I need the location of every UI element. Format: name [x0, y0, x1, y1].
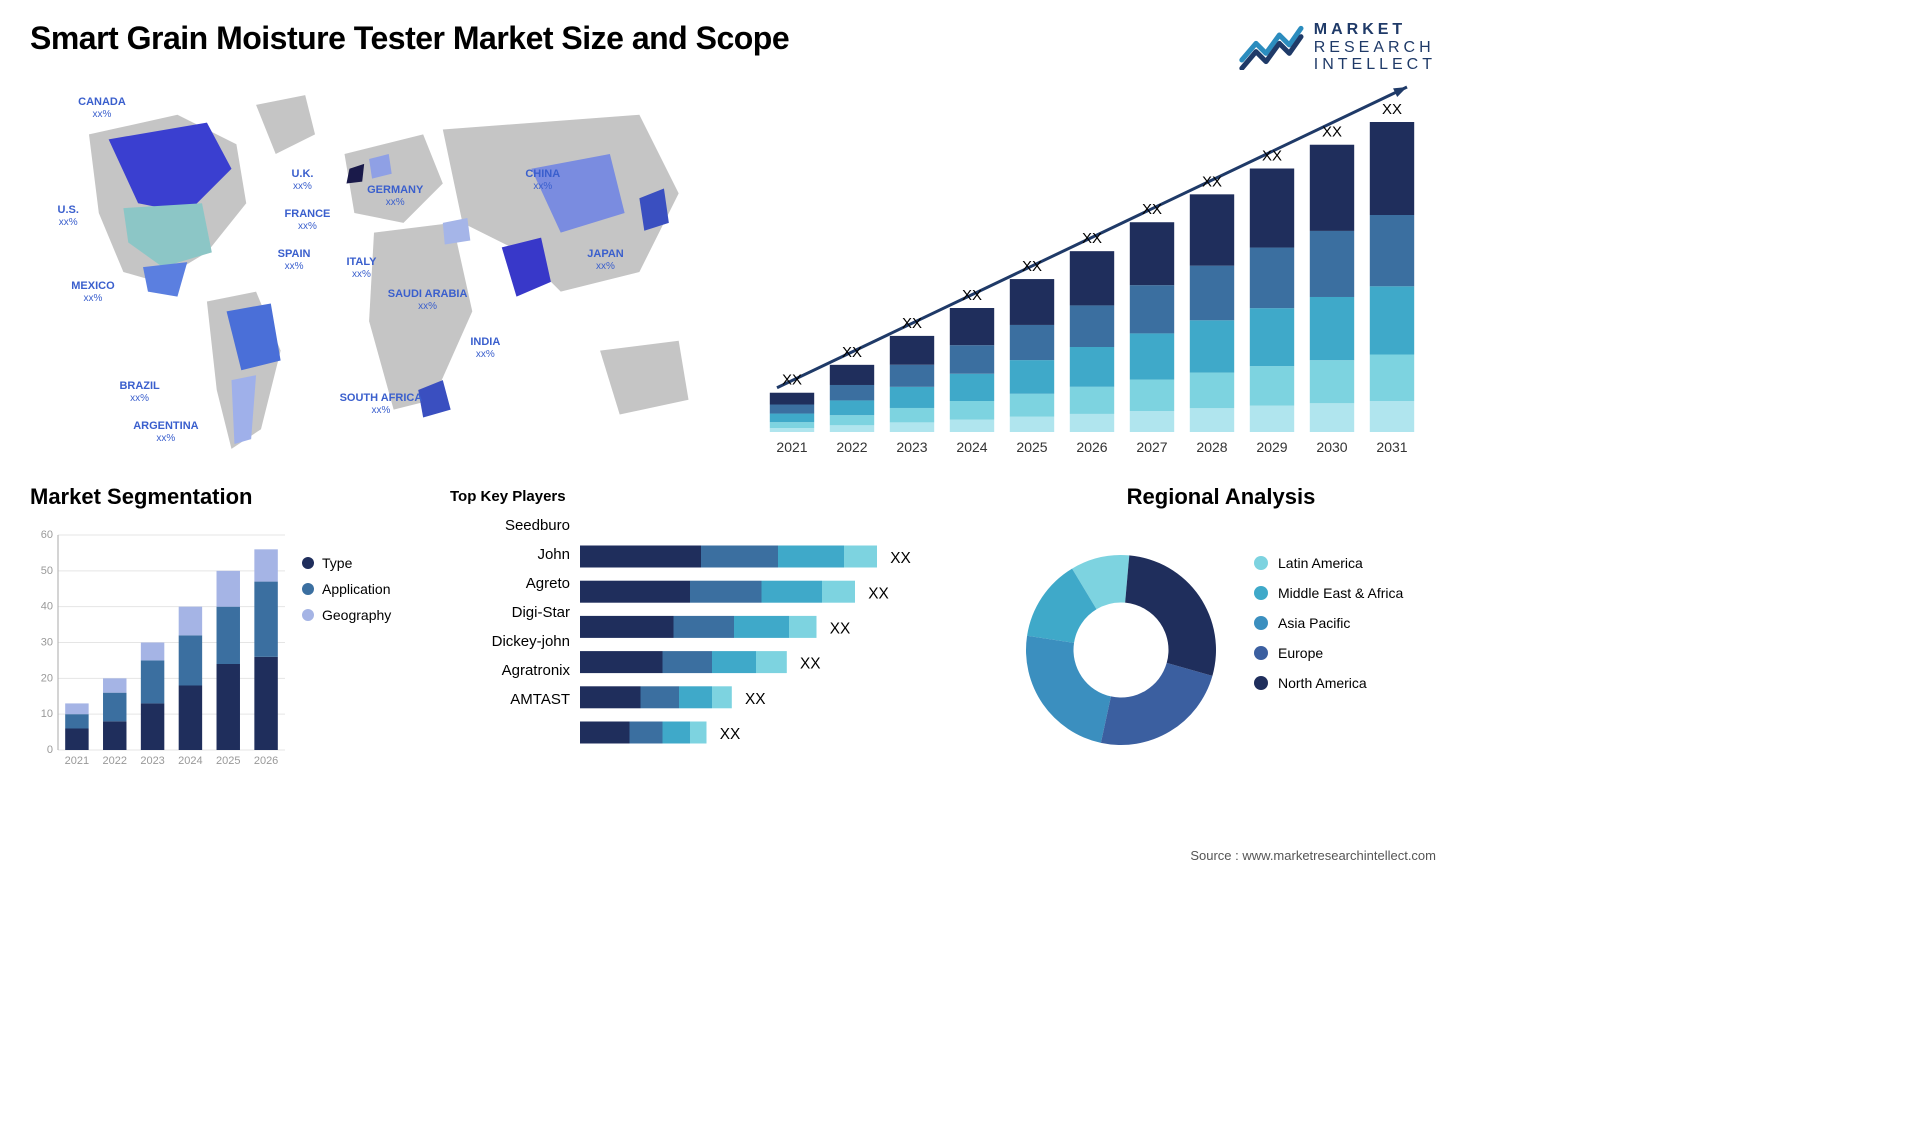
map-label: ARGENTINAxx% [133, 420, 198, 445]
legend-item: Middle East & Africa [1254, 585, 1403, 601]
player-name: Agreto [460, 575, 580, 592]
svg-text:XX: XX [962, 287, 982, 304]
svg-text:2029: 2029 [1256, 439, 1287, 455]
svg-text:30: 30 [41, 637, 53, 649]
logo-text-1: MARKET [1314, 21, 1436, 39]
svg-text:XX: XX [1202, 173, 1222, 190]
svg-text:2022: 2022 [836, 439, 867, 455]
svg-text:XX: XX [782, 372, 802, 389]
svg-text:XX: XX [1142, 201, 1162, 218]
svg-text:2027: 2027 [1136, 439, 1167, 455]
logo-text-2: RESEARCH [1314, 39, 1436, 57]
segmentation-panel: Market Segmentation 0 10 20 30 40 50 60 2021 202… [30, 484, 430, 794]
map-label: SPAINxx% [278, 248, 311, 273]
svg-text:XX: XX [1322, 124, 1342, 141]
svg-text:2024: 2024 [956, 439, 987, 455]
svg-text:XX: XX [1382, 101, 1402, 118]
legend-item: North America [1254, 675, 1403, 691]
legend-item: Type [302, 555, 391, 571]
svg-text:40: 40 [41, 601, 53, 613]
svg-text:2026: 2026 [1076, 439, 1107, 455]
svg-text:2024: 2024 [178, 755, 202, 767]
map-label: ITALYxx% [346, 256, 376, 281]
svg-text:2026: 2026 [254, 755, 278, 767]
svg-text:2028: 2028 [1196, 439, 1227, 455]
map-saudi [443, 218, 471, 245]
segmentation-title: Market Segmentation [30, 484, 430, 510]
svg-text:2025: 2025 [216, 755, 240, 767]
legend-item: Application [302, 581, 391, 597]
svg-text:0: 0 [47, 744, 53, 756]
player-name: Seedburo [460, 517, 580, 534]
svg-text:2023: 2023 [896, 439, 927, 455]
players-panel: Top Key Players SeedburoJohnAgretoDigi-S… [460, 484, 976, 794]
map-label: FRANCExx% [285, 208, 331, 233]
map-label: BRAZILxx% [119, 380, 159, 405]
regional-title: Regional Analysis [1006, 484, 1436, 510]
players-title: Top Key Players [450, 488, 580, 505]
map-label: MEXICOxx% [71, 280, 114, 305]
svg-text:2022: 2022 [103, 755, 127, 767]
logo-icon [1236, 20, 1306, 75]
player-name: AMTAST [460, 691, 580, 708]
player-name: Dickey-john [460, 633, 580, 650]
svg-text:XX: XX [720, 726, 741, 743]
map-label: CANADAxx% [78, 96, 126, 121]
svg-text:XX: XX [1022, 258, 1042, 275]
svg-text:XX: XX [800, 656, 821, 673]
segmentation-legend: Type Application Geography [302, 555, 391, 780]
player-name: Agratronix [460, 662, 580, 679]
svg-text:XX: XX [842, 344, 862, 361]
map-label: SOUTH AFRICAxx% [340, 392, 423, 417]
map-label: GERMANYxx% [367, 184, 423, 209]
map-label: U.K.xx% [291, 168, 313, 193]
legend-item: Geography [302, 607, 391, 623]
map-label: SAUDI ARABIAxx% [388, 288, 468, 313]
svg-text:60: 60 [41, 529, 53, 541]
map-label: U.S.xx% [58, 204, 79, 229]
svg-text:10: 10 [41, 708, 53, 720]
svg-text:20: 20 [41, 672, 53, 684]
player-name: Digi-Star [460, 604, 580, 621]
map-label: CHINAxx% [525, 168, 560, 193]
svg-text:2030: 2030 [1316, 439, 1347, 455]
legend-item: Latin America [1254, 555, 1403, 571]
svg-text:50: 50 [41, 565, 53, 577]
brand-logo: MARKET RESEARCH INTELLECT [1236, 20, 1436, 75]
svg-text:XX: XX [890, 550, 911, 567]
world-map: CANADAxx% U.S.xx% MEXICOxx% BRAZILxx% ARGENT… [30, 72, 718, 472]
regional-legend: Latin America Middle East & Africa Asia Pa… [1254, 555, 1403, 770]
svg-text:2031: 2031 [1376, 439, 1407, 455]
source-text: Source : www.marketresearchintellect.com [1190, 848, 1436, 863]
regional-panel: Regional Analysis Latin America Middle Ea… [1006, 484, 1436, 794]
svg-text:2023: 2023 [140, 755, 164, 767]
legend-item: Asia Pacific [1254, 615, 1403, 631]
map-label: INDIAxx% [470, 336, 500, 361]
svg-text:XX: XX [830, 621, 851, 638]
svg-text:XX: XX [902, 315, 922, 332]
players-list: Top Key Players SeedburoJohnAgretoDigi-S… [460, 488, 580, 794]
svg-text:2021: 2021 [65, 755, 89, 767]
main-bar-chart: XX 2021 XX 2022 XX 2023 XX 2024 XX 2025 XX 2026 XX 20… [748, 72, 1436, 472]
svg-text:XX: XX [1262, 148, 1282, 165]
map-label: JAPANxx% [587, 248, 623, 273]
svg-text:XX: XX [1082, 230, 1102, 247]
svg-text:XX: XX [868, 585, 889, 602]
svg-text:2025: 2025 [1016, 439, 1047, 455]
legend-item: Europe [1254, 645, 1403, 661]
player-name: John [460, 546, 580, 563]
page-title: Smart Grain Moisture Tester Market Size … [30, 20, 1436, 57]
svg-text:XX: XX [745, 691, 766, 708]
svg-text:2021: 2021 [776, 439, 807, 455]
map-mexico [143, 262, 187, 296]
